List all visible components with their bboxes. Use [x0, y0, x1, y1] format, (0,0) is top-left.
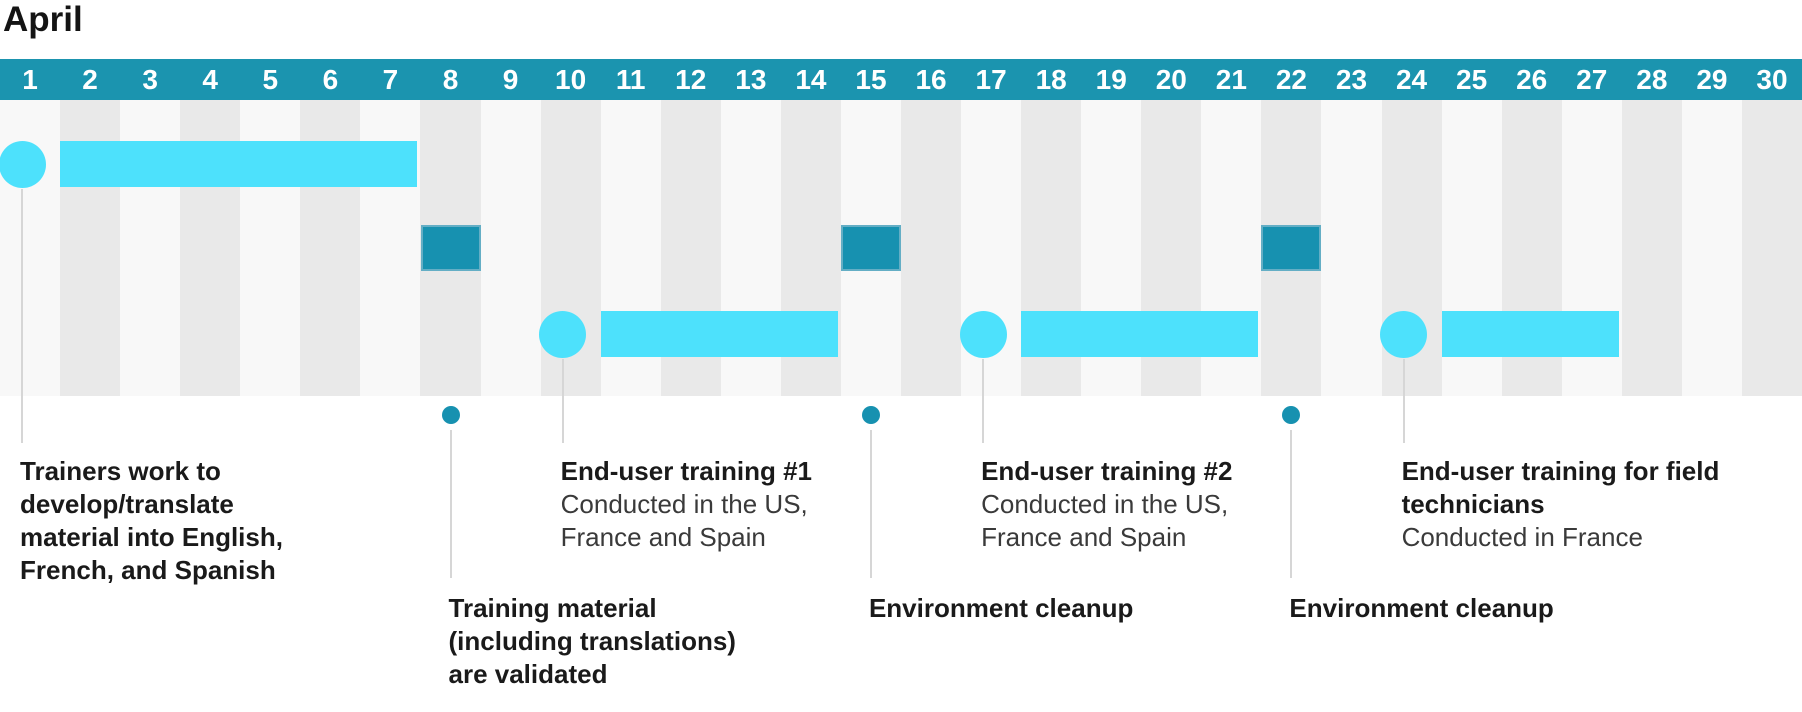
connector-line: [449, 430, 452, 578]
task-bar: [600, 311, 838, 357]
task-start-circle-icon: [1380, 310, 1428, 358]
month-title: April: [3, 0, 83, 39]
day-label: 8: [442, 64, 459, 95]
day-label: 29: [1696, 64, 1728, 95]
day-label: 1: [22, 64, 38, 95]
milestone-square-icon: [840, 225, 901, 271]
milestone-dot-icon: [441, 406, 460, 424]
label-subtext-line: Conducted in the US,: [560, 489, 808, 519]
day-label: 7: [382, 64, 399, 95]
task-start-circle-icon: [959, 310, 1007, 358]
milestone-label: Environment cleanup: [1289, 592, 1553, 625]
label-text-line: French, and Spanish: [20, 555, 276, 585]
day-label: 26: [1516, 64, 1548, 95]
connector-line: [982, 359, 985, 443]
label-subtext-line: France and Spain: [560, 522, 766, 552]
connector-line: [21, 189, 24, 443]
label-text-line: Trainers work to: [20, 456, 221, 486]
task-label: End-user training #1 Conducted in the US,…: [561, 455, 812, 554]
label-subtext-line: Conducted in the US,: [981, 489, 1229, 519]
connector-line: [869, 430, 872, 578]
day-label: 10: [555, 64, 587, 95]
day-label: 22: [1275, 64, 1307, 95]
milestone-square-icon: [1261, 225, 1322, 271]
day-label: 16: [915, 64, 947, 95]
connector-line: [561, 359, 564, 443]
day-label: 18: [1035, 64, 1067, 95]
milestone-dot-icon: [861, 406, 880, 424]
day-label: 14: [795, 64, 827, 95]
day-label: 12: [675, 64, 707, 95]
task-label: End-user training #2 Conducted in the US,…: [981, 455, 1232, 554]
task-bar: [1441, 311, 1619, 357]
day-column: [1741, 100, 1802, 396]
day-column: [1681, 100, 1743, 396]
milestone-label: Environment cleanup: [869, 592, 1133, 625]
day-column: [901, 100, 962, 396]
day-label: 19: [1095, 64, 1127, 95]
day-label: 4: [202, 64, 218, 95]
day-label: 23: [1335, 64, 1368, 95]
day-label: 27: [1576, 64, 1608, 95]
milestone-square-icon: [420, 225, 481, 271]
label-text-line: (including translations): [448, 626, 736, 656]
label-text-line: End-user training for field: [1401, 456, 1720, 486]
milestone-dot-icon: [1282, 406, 1301, 424]
day-column: [1621, 100, 1683, 396]
day-label: 2: [82, 64, 98, 95]
label-subtext-line: Conducted in France: [1401, 522, 1643, 552]
task-bar: [1021, 311, 1259, 357]
day-column: [1321, 100, 1383, 396]
label-text-line: End-user training #1: [560, 456, 813, 486]
day-label: 30: [1756, 64, 1788, 95]
label-text-line: are validated: [448, 659, 608, 689]
day-label: 20: [1155, 64, 1187, 95]
day-label: 6: [322, 64, 339, 95]
connector-line: [1290, 430, 1293, 578]
task-bar: [60, 141, 418, 187]
task-start-circle-icon: [539, 310, 587, 358]
calendar-header: 1 2 3 4 5 6 7 8 9 10 11 12 13 14 15 16 17 18 19 20 21 22 23 24 2…: [0, 59, 1802, 100]
connector-line: [1402, 359, 1405, 443]
day-label: 3: [142, 64, 158, 95]
label-text-line: technicians: [1401, 489, 1545, 519]
day-label: 11: [615, 64, 646, 95]
day-label: 24: [1395, 64, 1428, 95]
task-start-circle-icon: [0, 140, 46, 188]
day-label: 13: [735, 64, 767, 95]
label-text-line: material into English,: [20, 522, 283, 552]
label-text-line: Environment cleanup: [1289, 593, 1554, 623]
day-label: 9: [502, 64, 519, 95]
label-text-line: End-user training #2: [981, 456, 1233, 486]
day-label: 25: [1456, 64, 1488, 95]
label-text-line: develop/translate: [20, 489, 234, 519]
label-text-line: Environment cleanup: [868, 593, 1134, 623]
label-text-line: Training material: [448, 593, 657, 623]
task-label: End-user training for field technicians Co…: [1402, 455, 1720, 554]
label-subtext-line: France and Spain: [981, 522, 1187, 552]
day-label: 17: [975, 64, 1007, 95]
day-label: 5: [262, 64, 279, 95]
milestone-label: Training material (including translations…: [449, 592, 736, 691]
day-label: 28: [1636, 64, 1668, 95]
day-label: 15: [855, 64, 887, 95]
day-column: [480, 100, 542, 396]
day-label: 21: [1215, 64, 1247, 95]
task-label: Trainers work to develop/translate materia…: [20, 455, 283, 587]
